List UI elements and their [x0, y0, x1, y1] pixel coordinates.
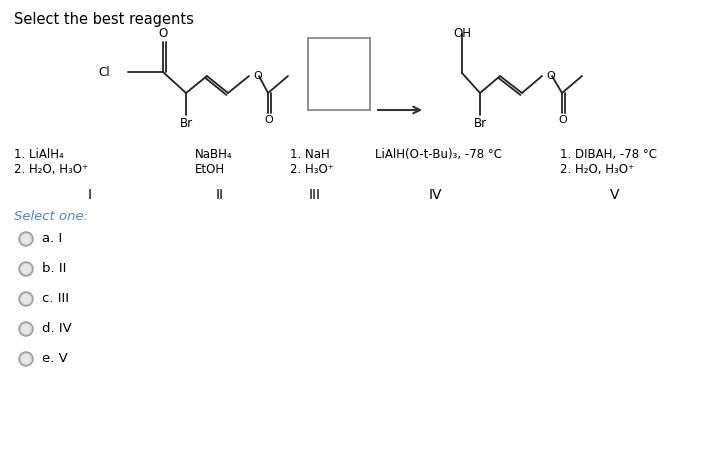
Text: IV: IV	[428, 188, 442, 202]
Text: Br: Br	[474, 117, 486, 130]
Text: O: O	[159, 27, 168, 40]
Text: O: O	[546, 71, 555, 81]
Text: EtOH: EtOH	[195, 163, 225, 176]
Ellipse shape	[21, 234, 31, 244]
Text: V: V	[610, 188, 620, 202]
Text: LiAlH(O-t-Bu)₃, -78 °C: LiAlH(O-t-Bu)₃, -78 °C	[375, 148, 502, 161]
Text: Select the best reagents: Select the best reagents	[14, 12, 194, 27]
Ellipse shape	[21, 264, 31, 274]
Text: I: I	[88, 188, 92, 202]
Text: Br: Br	[179, 117, 193, 130]
Ellipse shape	[21, 324, 31, 334]
Text: NaBH₄: NaBH₄	[195, 148, 233, 161]
Text: OH: OH	[453, 27, 471, 40]
Text: e. V: e. V	[42, 352, 68, 366]
Ellipse shape	[19, 292, 33, 306]
Ellipse shape	[19, 352, 33, 366]
Text: O: O	[253, 71, 262, 81]
Text: d. IV: d. IV	[42, 323, 72, 335]
Text: 2. H₂O, H₃O⁺: 2. H₂O, H₃O⁺	[14, 163, 88, 176]
Text: Select one:: Select one:	[14, 210, 88, 223]
Text: a. I: a. I	[42, 233, 62, 245]
Text: 2. H₂O, H₃O⁺: 2. H₂O, H₃O⁺	[560, 163, 634, 176]
Text: c. III: c. III	[42, 292, 69, 305]
Text: O: O	[265, 115, 273, 125]
Ellipse shape	[21, 354, 31, 364]
Text: 1. LiAlH₄: 1. LiAlH₄	[14, 148, 64, 161]
Text: 1. DIBAH, -78 °C: 1. DIBAH, -78 °C	[560, 148, 657, 161]
Text: 1. NaH: 1. NaH	[290, 148, 330, 161]
Text: O: O	[559, 115, 567, 125]
Text: II: II	[216, 188, 224, 202]
Ellipse shape	[21, 294, 31, 304]
Ellipse shape	[19, 232, 33, 246]
Text: Cl: Cl	[98, 65, 110, 79]
Bar	[308, 38, 370, 110]
Ellipse shape	[19, 322, 33, 336]
Text: III: III	[309, 188, 321, 202]
Ellipse shape	[19, 262, 33, 276]
Text: b. II: b. II	[42, 262, 67, 276]
Text: 2. H₃O⁺: 2. H₃O⁺	[290, 163, 334, 176]
